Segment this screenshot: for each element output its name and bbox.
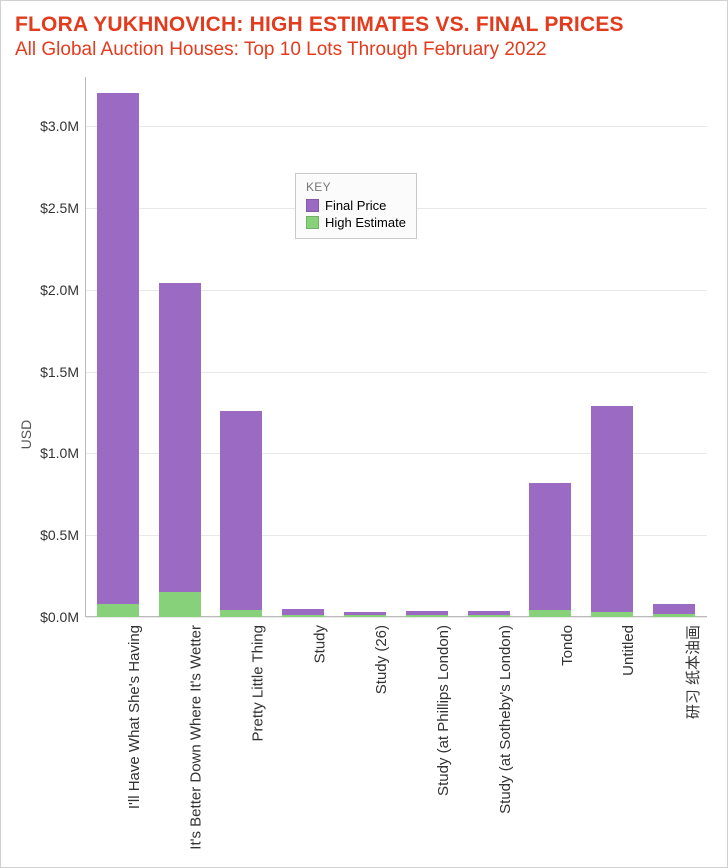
legend: KEY Final Price High Estimate [295, 173, 417, 239]
x-tick-label: 研习 纸本油画 [682, 625, 703, 719]
y-tick-label: $2.5M [40, 200, 79, 216]
chart-container: FLORA YUKHNOVICH: HIGH ESTIMATES VS. FIN… [0, 0, 728, 868]
bar-segment [653, 614, 695, 617]
x-tick-label: Pretty Little Thing [250, 625, 267, 741]
bar-slot [581, 77, 643, 617]
legend-swatch [306, 199, 319, 212]
legend-title: KEY [306, 180, 406, 194]
plot-area: USD $0.0M$0.5M$1.0M$1.5M$2.0M$2.5M$3.0M … [15, 77, 713, 837]
gridline [86, 617, 707, 618]
bar-stack [591, 406, 633, 617]
y-axis-ticks: $0.0M$0.5M$1.0M$1.5M$2.0M$2.5M$3.0M [15, 77, 85, 617]
bar-slot [458, 77, 520, 617]
bar-stack [282, 609, 324, 617]
x-tick-label: Study (26) [373, 625, 390, 694]
bar-segment [529, 610, 571, 617]
bar-slot [272, 77, 334, 617]
legend-swatch [306, 216, 319, 229]
bar-stack [406, 611, 448, 617]
x-tick-label: Study [311, 625, 328, 663]
bar-stack [159, 283, 201, 617]
bar-segment [159, 283, 201, 592]
legend-item: Final Price [306, 198, 406, 213]
bar-stack [468, 611, 510, 617]
y-tick-label: $0.5M [40, 527, 79, 543]
bar-slot [643, 77, 705, 617]
bar-segment [97, 93, 139, 604]
y-tick-label: $1.0M [40, 445, 79, 461]
bar-segment [220, 411, 262, 611]
bar-segment [529, 483, 571, 611]
bars-group [85, 77, 707, 617]
bar-segment [591, 406, 633, 612]
x-tick-label: Study (at Sotheby's London) [497, 625, 514, 814]
chart-subtitle: All Global Auction Houses: Top 10 Lots T… [15, 39, 713, 61]
bar-segment [468, 615, 510, 617]
bar-slot [211, 77, 273, 617]
bar-segment [282, 615, 324, 617]
bar-segment [97, 604, 139, 617]
legend-item: High Estimate [306, 215, 406, 230]
x-tick-label: Untitled [620, 625, 637, 676]
bar-slot [396, 77, 458, 617]
y-tick-label: $0.0M [40, 609, 79, 625]
y-tick-label: $3.0M [40, 118, 79, 134]
bar-slot [520, 77, 582, 617]
bar-slot [149, 77, 211, 617]
x-tick-label: Study (at Phillips London) [435, 625, 452, 796]
x-tick-label: It's Better Down Where It's Wetter [188, 625, 205, 850]
bar-segment [653, 604, 695, 614]
legend-label: High Estimate [325, 215, 406, 230]
bar-segment [220, 610, 262, 617]
y-tick-label: $1.5M [40, 364, 79, 380]
bar-stack [97, 93, 139, 617]
bar-segment [406, 615, 448, 617]
x-tick-label: Tondo [558, 625, 575, 666]
x-tick-label: I'll Have What She's Having [126, 625, 143, 809]
bar-stack [220, 411, 262, 617]
bar-segment [591, 612, 633, 617]
chart-title: FLORA YUKHNOVICH: HIGH ESTIMATES VS. FIN… [15, 13, 713, 37]
legend-label: Final Price [325, 198, 386, 213]
bar-segment [344, 615, 386, 617]
bar-slot [87, 77, 149, 617]
y-tick-label: $2.0M [40, 282, 79, 298]
bar-stack [653, 604, 695, 617]
bar-segment [159, 592, 201, 617]
bar-stack [529, 483, 571, 617]
bar-stack [344, 612, 386, 617]
bar-slot [334, 77, 396, 617]
